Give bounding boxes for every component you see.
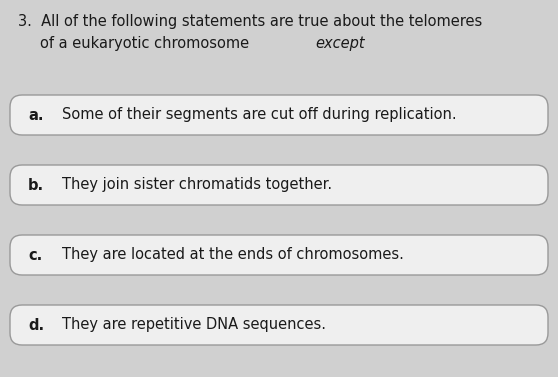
FancyBboxPatch shape xyxy=(10,165,548,205)
FancyBboxPatch shape xyxy=(10,305,548,345)
Text: a.: a. xyxy=(28,107,44,123)
Text: They are located at the ends of chromosomes.: They are located at the ends of chromoso… xyxy=(62,247,404,262)
Text: They are repetitive DNA sequences.: They are repetitive DNA sequences. xyxy=(62,317,326,333)
Text: of a eukaryotic chromosome: of a eukaryotic chromosome xyxy=(40,36,254,51)
Text: b.: b. xyxy=(28,178,44,193)
Text: Some of their segments are cut off during replication.: Some of their segments are cut off durin… xyxy=(62,107,456,123)
Text: c.: c. xyxy=(28,247,42,262)
FancyBboxPatch shape xyxy=(10,235,548,275)
Text: They join sister chromatids together.: They join sister chromatids together. xyxy=(62,178,332,193)
Text: except: except xyxy=(316,36,365,51)
FancyBboxPatch shape xyxy=(10,95,548,135)
Text: 3.  All of the following statements are true about the telomeres: 3. All of the following statements are t… xyxy=(18,14,482,29)
Text: d.: d. xyxy=(28,317,44,333)
